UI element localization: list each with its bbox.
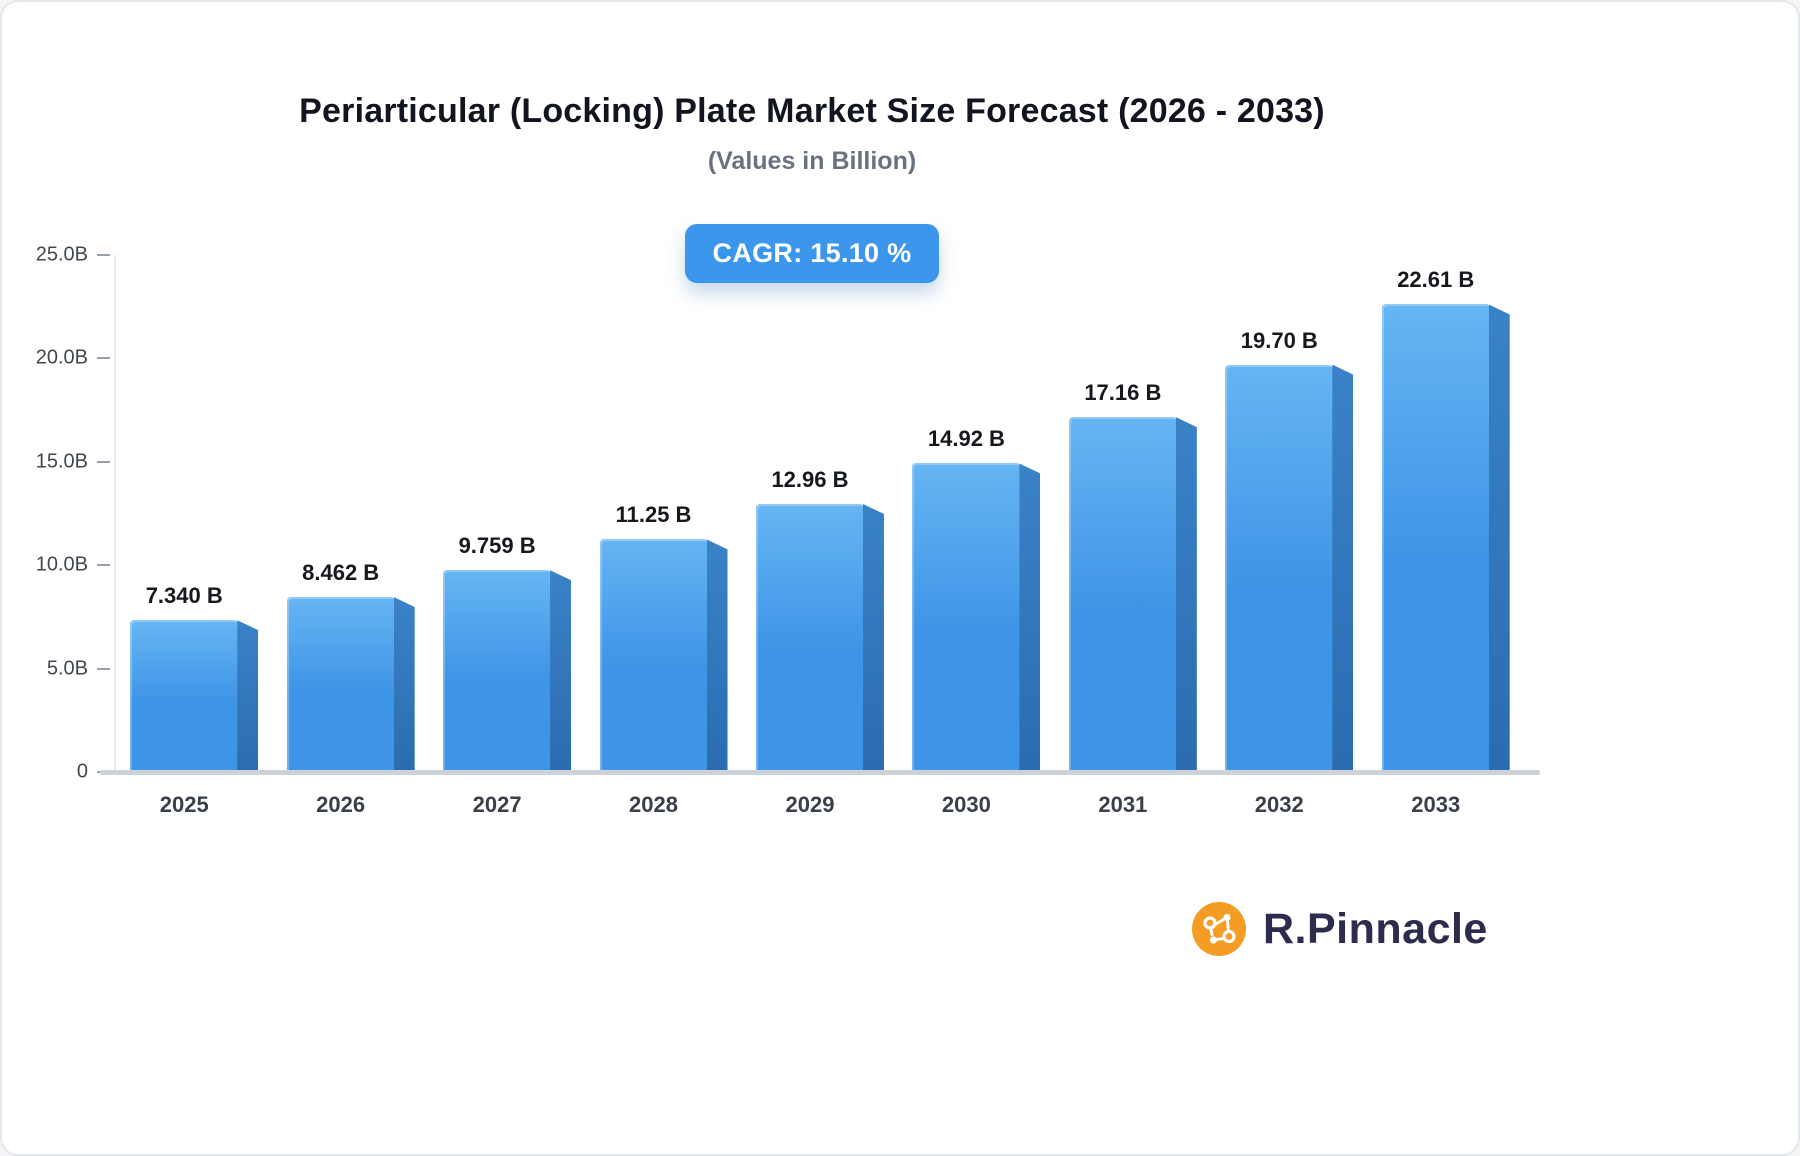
x-axis-label: 2028 [629,792,679,817]
bar-group: 14.92 B 2030 [898,255,1054,817]
x-axis-label: 2027 [472,792,522,817]
x-axis-label: 2032 [1254,792,1304,817]
bar-value-label: 7.340 B [145,583,223,609]
chart-subtitle: (Values in Billion) [707,147,917,175]
bar-value-label: 14.92 B [927,426,1005,452]
x-axis-label: 2029 [785,792,835,817]
bar-front-face [1068,417,1177,772]
bar-group: 22.61 B 2033 [1368,255,1524,817]
bar-group: 19.70 B 2032 [1211,255,1367,817]
brand-name: R.Pinnacle [1263,904,1488,953]
y-axis-label: 5.0B [46,657,88,680]
x-axis-label: 2033 [1411,792,1461,817]
network-nodes-icon [1192,902,1246,956]
y-axis-tick [97,667,110,670]
plot-area: 7.340 B 2025 8.462 B 2026 9.759 B 2027 11.25 B… [114,255,1524,817]
bar-side-face [1019,463,1041,772]
y-axis-label: 25.0B [35,243,88,266]
bar-chart: 25.0B 20.0B 15.0B 10.0B 5.0B 0 7.340 B 2025 8.4… [22,244,1540,817]
x-axis-label: 2031 [1098,792,1148,817]
bar-front-face [912,463,1021,772]
y-axis: 25.0B 20.0B 15.0B 10.0B 5.0B 0 [22,244,114,783]
bar-2027: 9.759 B 2027 [443,533,572,817]
bar-side-face [393,597,415,772]
bar-value-label: 8.462 B [302,560,380,586]
bars: 7.340 B 2025 8.462 B 2026 9.759 B 2027 11.25 B… [116,255,1524,817]
bar-value-label: 19.70 B [1240,327,1318,353]
bar-side-face [862,504,884,772]
y-axis-label: 15.0B [35,450,88,473]
bar-side-face [550,570,572,772]
brand-logo: R.Pinnacle [1190,900,1488,958]
bar-group: 7.340 B 2025 [116,255,272,817]
x-axis-label: 2025 [159,792,209,817]
bar-front-face [1381,304,1490,772]
bar-value-label: 17.16 B [1084,380,1162,406]
chart-title: Periarticular (Locking) Plate Market Siz… [299,92,1325,130]
y-axis-tick [97,254,110,256]
x-axis-label: 2026 [316,792,366,817]
bar-side-face [706,539,728,772]
cagr-badge-row: CAGR: 15.10 % [2,224,1622,283]
bar-front-face [130,620,239,772]
bar-group: 9.759 B 2027 [429,255,585,817]
y-axis-tick [97,564,110,567]
bar-value-label: 9.759 B [458,533,536,559]
bar-group: 8.462 B 2026 [272,255,428,817]
bar-front-face [755,504,864,772]
bar-group: 17.16 B 2031 [1055,255,1211,817]
bar-group: 12.96 B 2029 [742,255,898,817]
bar-value-label: 12.96 B [771,467,849,492]
y-axis-label: 20.0B [35,346,88,369]
bar-front-face [286,597,395,772]
bar-2029: 12.96 B 2029 [755,467,884,817]
bar-value-label: 11.25 B [615,502,692,528]
bar-2032: 19.70 B 2032 [1225,328,1354,817]
y-axis-tick [97,460,110,463]
y-axis-label: 10.0B [35,553,88,576]
bar-2031: 17.16 B 2031 [1068,380,1197,817]
bar-front-face [599,539,708,772]
y-axis-label: 0 [76,760,88,783]
chart-header: Periarticular (Locking) Plate Market Siz… [2,92,1622,176]
bar-2026: 8.462 B 2026 [286,560,415,817]
cagr-badge: CAGR: 15.10 % [684,224,940,283]
bar-2033: 22.61 B 2033 [1381,267,1510,817]
y-axis-tick [97,357,110,360]
bar-front-face [1225,364,1334,772]
bar-side-face [1175,417,1197,772]
bar-2030: 14.92 B 2030 [912,426,1041,817]
bar-2025: 7.340 B 2025 [130,583,259,817]
x-axis-label: 2030 [941,792,991,817]
x-axis-line [100,770,1540,775]
bar-value-label: 22.61 B [1397,267,1475,293]
bar-group: 11.25 B 2028 [585,255,741,817]
bar-side-face [1488,304,1510,772]
bar-side-face [1332,364,1354,772]
bar-front-face [443,570,552,772]
bar-2028: 11.25 B 2028 [599,502,728,817]
bar-side-face [237,620,259,772]
